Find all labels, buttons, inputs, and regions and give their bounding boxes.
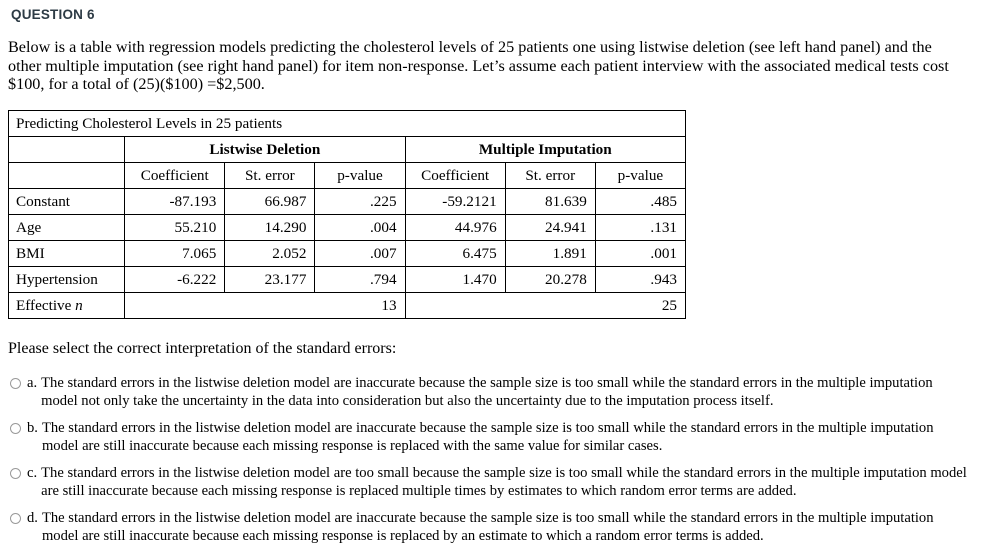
effective-n-label-prefix: Effective [16,296,76,314]
option-text-a: The standard errors in the listwise dele… [41,374,933,410]
cell-listwise-coefficient: -6.222 [124,265,226,293]
answer-option-a[interactable]: a. The standard errors in the listwise d… [10,374,982,411]
cell-imputation-st-error: 20.278 [504,265,596,293]
table-row: BMI 7.065 2.052 .007 6.475 1.891 .001 [7,239,687,267]
row-label-age: Age [7,213,126,241]
radio-button-icon-d[interactable] [10,512,21,524]
cell-listwise-coefficient: 7.065 [124,239,226,267]
cell-listwise-st-error: 14.290 [224,213,316,241]
cell-imputation-p-value: .001 [594,239,687,267]
row-label-bmi: BMI [7,239,126,267]
cell-listwise-coefficient: 55.210 [124,213,226,241]
row-label-effective-n: Effective n [7,291,126,319]
effective-n-label-italic: n [75,296,83,314]
table-row: Constant -87.193 66.987 .225 -59.2121 81… [7,187,687,215]
page-title: QUESTION 6 [11,7,95,22]
answer-option-c[interactable]: c. The standard errors in the listwise d… [10,464,982,501]
cell-imputation-p-value: .131 [594,213,687,241]
table-row: Hypertension -6.222 23.177 .794 1.470 20… [7,265,687,293]
column-header-imputation-p-value: p-value [594,161,687,189]
option-letter-b: b. [27,419,38,436]
column-header-listwise-coefficient: Coefficient [124,161,226,189]
cell-listwise-p-value: .794 [314,265,406,293]
table-row-column-headers: Coefficient St. error p-value Coefficien… [7,161,687,189]
answer-options-list: a. The standard errors in the listwise d… [0,358,982,546]
cell-imputation-coefficient: 44.976 [404,213,506,241]
cell-imputation-coefficient: -59.2121 [404,187,506,215]
option-letter-d: d. [27,509,38,526]
regression-table-container: Predicting Cholesterol Levels in 25 pati… [0,94,982,319]
column-header-spacer [7,161,126,189]
column-header-imputation-st-error: St. error [504,161,596,189]
cell-listwise-st-error: 23.177 [224,265,316,293]
cell-listwise-effective-n: 13 [124,291,406,319]
cell-imputation-p-value: .943 [594,265,687,293]
table-title: Predicting Cholesterol Levels in 25 pati… [8,109,686,137]
radio-button-icon-b[interactable] [10,422,21,434]
panel-header-spacer [7,135,126,163]
panel-header-listwise: Listwise Deletion [124,135,406,163]
cell-listwise-st-error: 66.987 [224,187,316,215]
cell-imputation-st-error: 24.941 [504,213,596,241]
column-header-listwise-p-value: p-value [314,161,406,189]
cell-imputation-coefficient: 1.470 [404,265,506,293]
question-intro-text: Below is a table with regression models … [8,38,949,94]
cell-imputation-p-value: .485 [594,187,687,215]
cell-imputation-st-error: 81.639 [504,187,596,215]
radio-button-icon-c[interactable] [10,467,21,479]
cell-imputation-coefficient: 6.475 [404,239,506,267]
option-text-b: The standard errors in the listwise dele… [41,419,934,455]
cell-imputation-effective-n: 25 [404,291,687,319]
option-letter-a: a. [27,374,38,391]
option-text-c: The standard errors in the listwise dele… [41,464,967,500]
answer-prompt: Please select the correct interpretation… [8,339,397,357]
answer-option-d[interactable]: d. The standard errors in the listwise d… [10,509,982,546]
cell-listwise-p-value: .007 [314,239,406,267]
regression-table: Predicting Cholesterol Levels in 25 pati… [7,109,687,319]
cell-listwise-p-value: .225 [314,187,406,215]
panel-header-imputation: Multiple Imputation [404,135,687,163]
option-text-d: The standard errors in the listwise dele… [41,509,934,545]
row-label-constant: Constant [7,187,126,215]
table-row: Age 55.210 14.290 .004 44.976 24.941 .13… [7,213,687,241]
column-header-listwise-st-error: St. error [224,161,316,189]
table-row-panel-headers: Listwise Deletion Multiple Imputation [7,135,687,163]
cell-listwise-st-error: 2.052 [224,239,316,267]
column-header-imputation-coefficient: Coefficient [404,161,506,189]
row-label-hypertension: Hypertension [7,265,126,293]
answer-option-b[interactable]: b. The standard errors in the listwise d… [10,419,982,456]
cell-imputation-st-error: 1.891 [504,239,596,267]
table-row-effective-n: Effective n 13 25 [7,291,687,319]
table-row-title: Predicting Cholesterol Levels in 25 pati… [8,109,686,137]
option-letter-c: c. [27,464,38,481]
cell-listwise-p-value: .004 [314,213,406,241]
cell-listwise-coefficient: -87.193 [124,187,226,215]
radio-button-icon-a[interactable] [10,377,21,389]
